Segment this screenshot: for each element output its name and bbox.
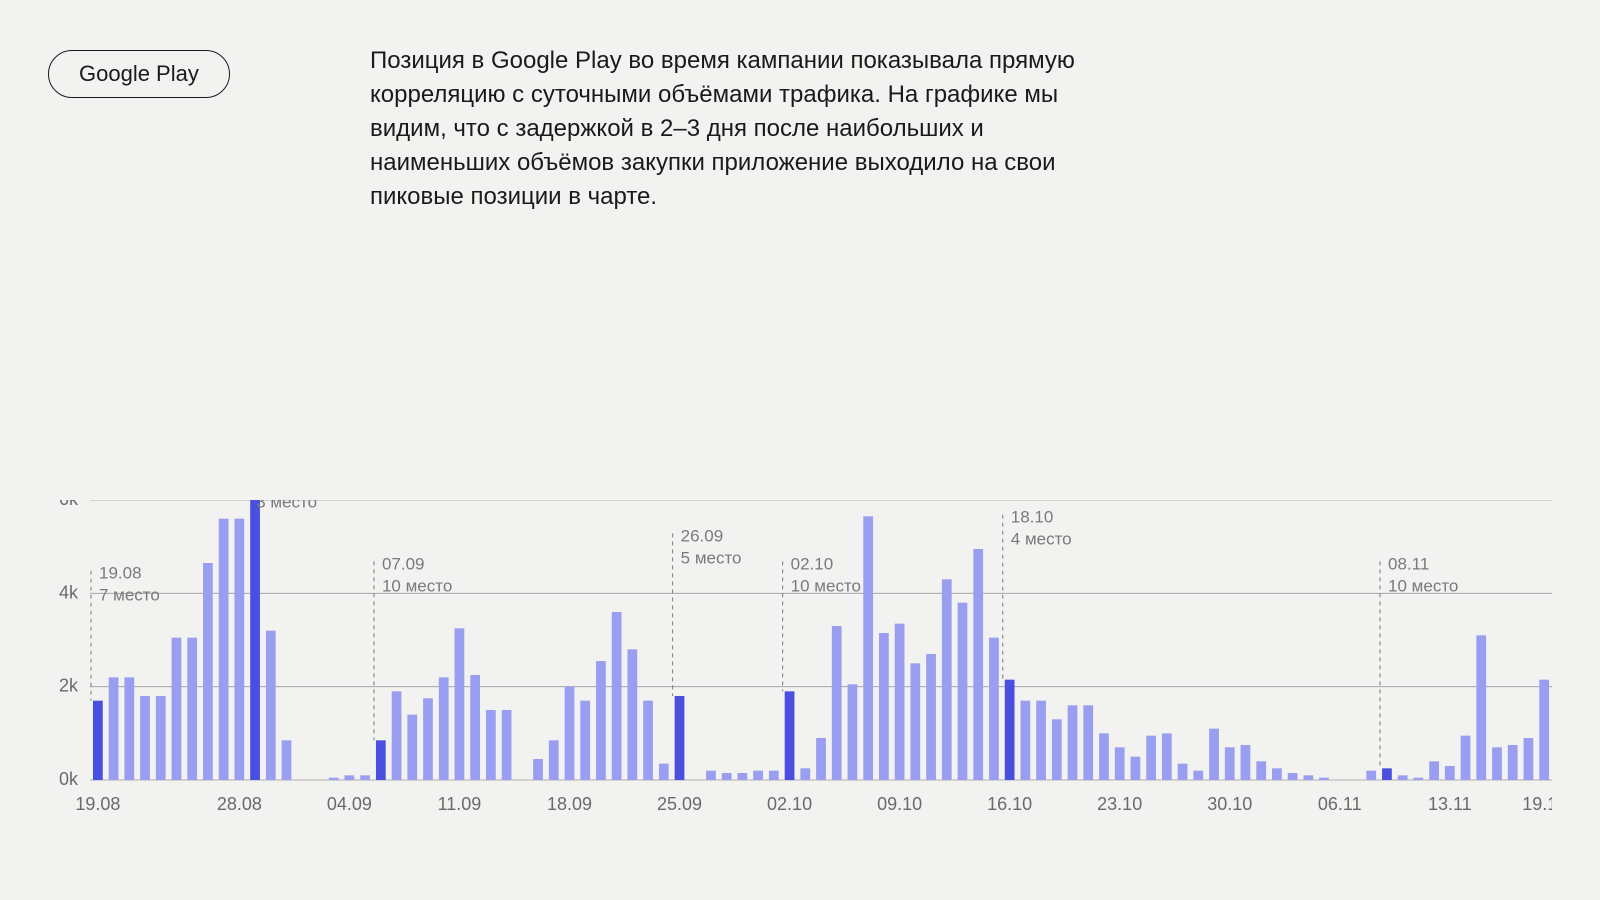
svg-text:23.10: 23.10 (1097, 794, 1142, 814)
svg-text:25.09: 25.09 (657, 794, 702, 814)
svg-text:19.08: 19.08 (75, 794, 120, 814)
svg-text:13.11: 13.11 (1428, 794, 1472, 814)
svg-text:09.10: 09.10 (877, 794, 922, 814)
svg-text:3 место: 3 место (256, 500, 317, 511)
svg-text:2k: 2k (59, 676, 79, 696)
svg-text:28.08: 28.08 (217, 794, 262, 814)
svg-text:30.10: 30.10 (1207, 794, 1252, 814)
svg-text:08.11: 08.11 (1388, 554, 1429, 573)
svg-text:19.08: 19.08 (99, 564, 142, 583)
svg-text:11.09: 11.09 (438, 794, 482, 814)
svg-text:18.09: 18.09 (547, 794, 592, 814)
svg-text:16.10: 16.10 (987, 794, 1032, 814)
svg-text:19.11: 19.11 (1522, 794, 1552, 814)
svg-text:5 место: 5 место (681, 548, 742, 567)
svg-text:18.10: 18.10 (1011, 508, 1054, 527)
platform-pill: Google Play (48, 50, 230, 98)
svg-text:02.10: 02.10 (791, 554, 834, 573)
svg-text:26.09: 26.09 (681, 526, 724, 545)
svg-text:4k: 4k (59, 582, 79, 602)
svg-text:02.10: 02.10 (767, 794, 812, 814)
chart-description: Позиция в Google Play во время кампании … (370, 44, 1130, 214)
svg-text:07.09: 07.09 (382, 554, 425, 573)
svg-text:0k: 0k (59, 769, 79, 789)
chart-svg: 0k2k4k6k19.087 место29.083 место07.0910 … (48, 500, 1552, 828)
svg-text:7 место: 7 место (99, 586, 160, 605)
svg-text:10 место: 10 место (791, 576, 861, 595)
svg-text:10 место: 10 место (1388, 576, 1458, 595)
svg-text:04.09: 04.09 (327, 794, 372, 814)
traffic-chart: 0k2k4k6k19.087 место29.083 место07.0910 … (48, 500, 1552, 828)
svg-text:6k: 6k (59, 500, 79, 509)
svg-text:4 место: 4 место (1011, 530, 1072, 549)
svg-text:10 место: 10 место (382, 576, 452, 595)
svg-text:06.11: 06.11 (1318, 794, 1362, 814)
